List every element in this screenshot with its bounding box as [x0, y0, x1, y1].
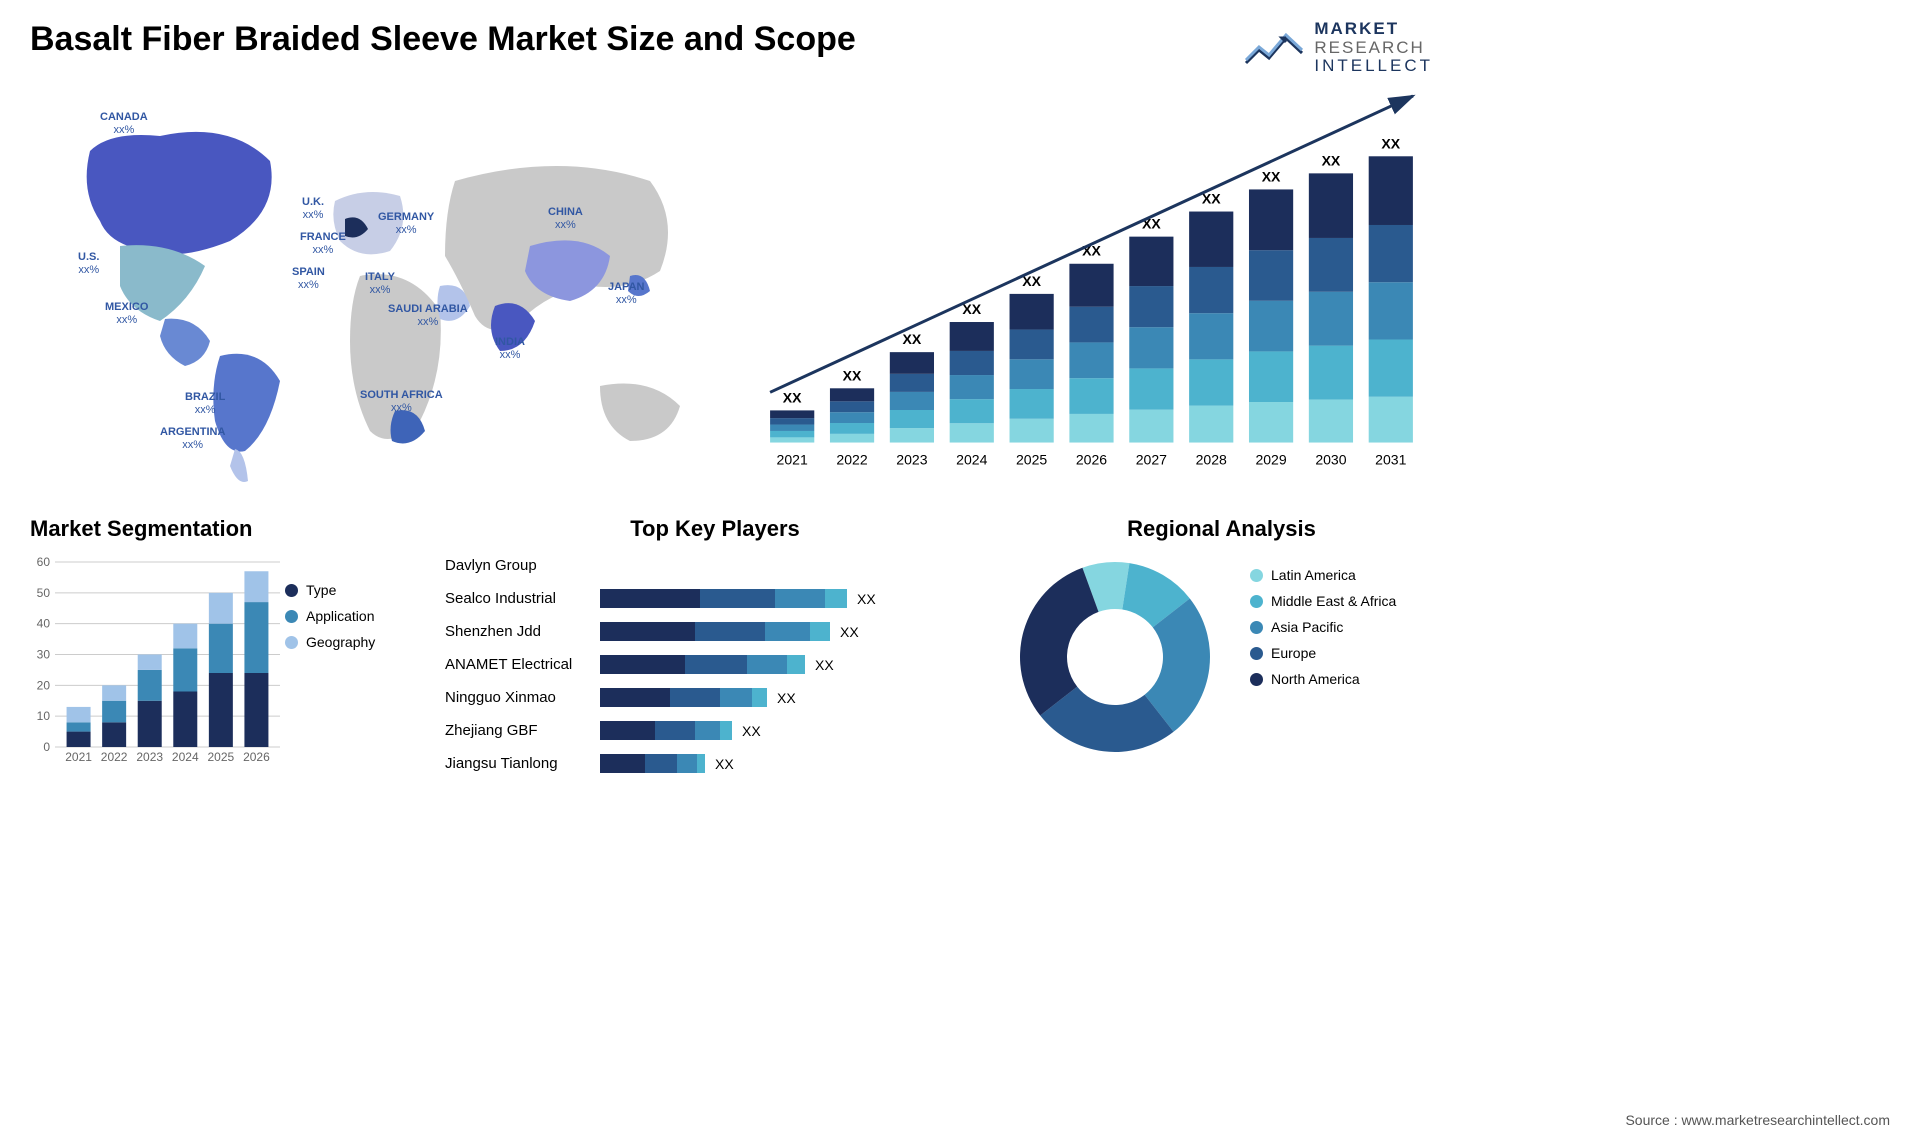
svg-text:30: 30 — [37, 648, 51, 662]
svg-text:XX: XX — [1322, 152, 1341, 168]
players-section: Top Key Players Davlyn Group Sealco Indus… — [445, 516, 985, 783]
header: Basalt Fiber Braided Sleeve Market Size … — [30, 20, 1433, 76]
segmentation-section: Market Segmentation 0 10 20 30 40 50 60 2021 202… — [30, 516, 420, 783]
map-label: CHINAxx% — [548, 206, 583, 232]
logo-icon — [1244, 28, 1304, 68]
logo-text: MARKET RESEARCH INTELLECT — [1314, 20, 1433, 76]
svg-text:XX: XX — [783, 389, 802, 405]
svg-text:2028: 2028 — [1196, 452, 1227, 468]
svg-text:2030: 2030 — [1315, 452, 1346, 468]
legend-item: Asia Pacific — [1250, 619, 1396, 635]
top-row: CANADAxx% U.S.xx% MEXICOxx% BRAZILxx% ARGENT… — [30, 91, 1433, 491]
player-row: Ningguo XinmaoXX — [445, 684, 985, 711]
legend-item: Middle East & Africa — [1250, 593, 1396, 609]
svg-text:10: 10 — [37, 709, 51, 723]
page-title: Basalt Fiber Braided Sleeve Market Size … — [30, 20, 856, 59]
svg-text:0: 0 — [43, 740, 50, 754]
main-chart-svg: XX2021XX2022XX2023XX2024XX2025XX2026XX20… — [750, 91, 1433, 473]
legend-item: North America — [1250, 671, 1396, 687]
players-list: Davlyn Group Sealco IndustrialXX Shenzhen … — [445, 552, 985, 777]
svg-text:50: 50 — [37, 586, 51, 600]
svg-text:XX: XX — [843, 367, 862, 383]
map-label: SPAINxx% — [292, 266, 325, 292]
svg-text:2023: 2023 — [136, 750, 163, 764]
player-row: Shenzhen JddXX — [445, 618, 985, 645]
svg-text:XX: XX — [1381, 135, 1400, 151]
players-title: Top Key Players — [445, 516, 985, 542]
svg-text:2021: 2021 — [65, 750, 92, 764]
svg-text:20: 20 — [37, 678, 51, 692]
map-label: U.S.xx% — [78, 251, 99, 277]
world-map: CANADAxx% U.S.xx% MEXICOxx% BRAZILxx% ARGENT… — [30, 91, 720, 491]
svg-text:2023: 2023 — [896, 452, 927, 468]
regional-donut — [1010, 552, 1220, 762]
segmentation-legend: Type Application Geography — [285, 552, 375, 772]
map-label: ITALYxx% — [365, 271, 395, 297]
svg-text:2026: 2026 — [1076, 452, 1107, 468]
legend-item: Type — [285, 582, 375, 598]
map-label: U.K.xx% — [302, 196, 324, 222]
market-size-chart: XX2021XX2022XX2023XX2024XX2025XX2026XX20… — [750, 91, 1433, 491]
svg-text:XX: XX — [903, 331, 922, 347]
svg-text:2024: 2024 — [172, 750, 199, 764]
player-row: Davlyn Group — [445, 552, 985, 579]
map-label: INDIAxx% — [495, 336, 525, 362]
legend-item: Europe — [1250, 645, 1396, 661]
regional-section: Regional Analysis Latin America Middle Ea… — [1010, 516, 1433, 783]
svg-text:2025: 2025 — [208, 750, 235, 764]
map-label: MEXICOxx% — [105, 301, 148, 327]
svg-text:2024: 2024 — [956, 452, 987, 468]
svg-text:40: 40 — [37, 617, 51, 631]
svg-text:2029: 2029 — [1255, 452, 1286, 468]
legend-item: Geography — [285, 634, 375, 650]
map-label: BRAZILxx% — [185, 391, 225, 417]
regional-title: Regional Analysis — [1010, 516, 1433, 542]
svg-text:2021: 2021 — [777, 452, 808, 468]
bottom-row: Market Segmentation 0 10 20 30 40 50 60 2021 202… — [30, 516, 1433, 783]
svg-text:2025: 2025 — [1016, 452, 1047, 468]
svg-text:2022: 2022 — [101, 750, 128, 764]
legend-item: Application — [285, 608, 375, 624]
svg-text:60: 60 — [37, 555, 51, 569]
map-label: SOUTH AFRICAxx% — [360, 389, 443, 415]
player-row: ANAMET ElectricalXX — [445, 651, 985, 678]
svg-text:2031: 2031 — [1375, 452, 1406, 468]
map-label: CANADAxx% — [100, 111, 148, 137]
player-row: Sealco IndustrialXX — [445, 585, 985, 612]
segmentation-title: Market Segmentation — [30, 516, 420, 542]
svg-text:2022: 2022 — [836, 452, 867, 468]
map-label: SAUDI ARABIAxx% — [388, 303, 468, 329]
player-row: Zhejiang GBFXX — [445, 717, 985, 744]
svg-text:2026: 2026 — [243, 750, 270, 764]
map-label: GERMANYxx% — [378, 211, 434, 237]
map-label: ARGENTINAxx% — [160, 426, 225, 452]
map-label: FRANCExx% — [300, 231, 346, 257]
svg-text:XX: XX — [1262, 168, 1281, 184]
segmentation-chart: 0 10 20 30 40 50 60 2021 2022 2023 2024 2025 2026 — [30, 552, 285, 772]
brand-logo: MARKET RESEARCH INTELLECT — [1244, 20, 1433, 76]
source-footer: Source : www.marketresearchintellect.com — [1625, 1112, 1890, 1128]
regional-legend: Latin America Middle East & Africa Asia Pa… — [1250, 552, 1396, 697]
svg-text:2027: 2027 — [1136, 452, 1167, 468]
legend-item: Latin America — [1250, 567, 1396, 583]
player-row: Jiangsu TianlongXX — [445, 750, 985, 777]
map-label: JAPANxx% — [608, 281, 644, 307]
